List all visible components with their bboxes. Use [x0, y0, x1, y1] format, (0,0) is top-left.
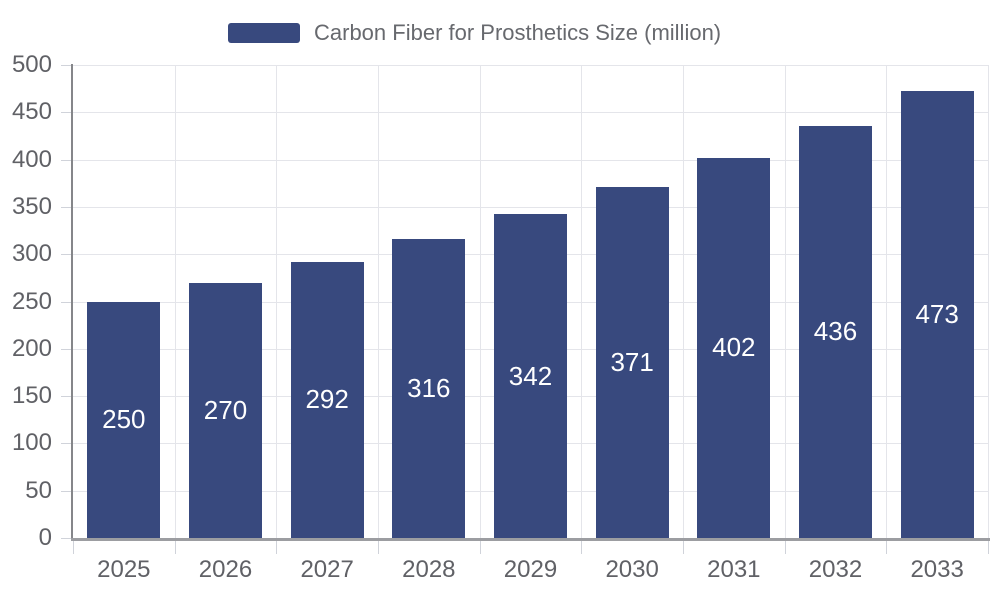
y-axis-tick: [61, 159, 71, 161]
x-axis-label: 2026: [198, 556, 253, 583]
x-axis-label: 2028: [402, 556, 456, 583]
y-axis-label: 400: [11, 145, 52, 173]
gridline-v: [479, 65, 481, 538]
y-axis-label: 100: [11, 429, 52, 457]
bar-2029[interactable]: 342: [494, 214, 567, 538]
x-axis-label: 2030: [605, 556, 659, 583]
y-axis-tick: [61, 65, 71, 66]
bar-2031[interactable]: 402: [697, 157, 771, 538]
x-axis-tick: [174, 541, 176, 554]
y-axis-line: [71, 64, 73, 541]
y-axis-tick: [61, 443, 71, 445]
bar-2026[interactable]: 270: [189, 282, 262, 538]
y-axis-label: 450: [11, 98, 52, 126]
y-axis-tick: [61, 301, 71, 303]
bar-2033[interactable]: 473: [900, 90, 974, 538]
x-axis-tick: [886, 541, 888, 554]
y-axis-tick: [61, 206, 71, 208]
gridline-v: [988, 65, 989, 538]
x-axis-tick: [73, 541, 74, 554]
gridline-h: [73, 112, 988, 114]
y-axis-tick: [61, 538, 71, 539]
y-axis-label: 50: [25, 476, 52, 504]
y-axis-label: 350: [11, 192, 52, 220]
y-axis-label: 150: [11, 382, 52, 410]
bar-2030[interactable]: 371: [595, 187, 669, 538]
x-axis-tick: [378, 541, 379, 554]
gridline-v: [784, 65, 786, 538]
x-axis-tick: [988, 541, 989, 554]
x-axis-tick: [581, 541, 583, 554]
legend-swatch[interactable]: [228, 23, 300, 43]
bar-value-label: 342: [508, 360, 553, 391]
gridline-h: [73, 65, 988, 66]
bar-value-label: 402: [712, 332, 756, 363]
gridline-v: [581, 65, 583, 538]
y-axis-tick: [61, 112, 71, 114]
gridline-h: [73, 206, 988, 208]
gridline-h: [73, 159, 988, 161]
gridline-v: [276, 65, 278, 538]
legend[interactable]: Carbon Fiber for Prosthetics Size (milli…: [228, 20, 721, 46]
bar-2025[interactable]: 250: [87, 301, 161, 538]
gridline-v: [886, 65, 888, 538]
gridline-v: [683, 65, 684, 538]
x-axis-label: 2033: [910, 556, 964, 583]
bar-value-label: 473: [915, 298, 959, 329]
y-axis-label: 200: [11, 334, 52, 362]
bar-value-label: 316: [407, 373, 451, 404]
bar-value-label: 292: [305, 384, 349, 415]
x-axis-tick: [479, 541, 481, 554]
y-axis-tick: [61, 348, 71, 350]
y-axis-label: 250: [11, 287, 52, 315]
bar-2027[interactable]: 292: [290, 261, 364, 538]
bar-value-label: 371: [610, 347, 654, 377]
x-axis-line: [71, 538, 990, 541]
bar-value-label: 436: [813, 316, 858, 347]
bar-2028[interactable]: 316: [392, 239, 466, 538]
y-axis-tick: [61, 490, 71, 492]
bar-value-label: 270: [203, 394, 248, 425]
bar-value-label: 250: [102, 404, 146, 435]
bar-2032[interactable]: 436: [799, 125, 872, 538]
x-axis-tick: [683, 541, 684, 554]
y-axis-label: 0: [38, 524, 52, 551]
y-axis-label: 500: [11, 51, 52, 78]
y-axis-tick: [61, 396, 71, 398]
x-axis-tick: [784, 541, 786, 554]
x-axis-label: 2029: [503, 556, 558, 583]
x-axis-label: 2032: [808, 556, 863, 583]
y-axis-label: 300: [11, 240, 52, 268]
gridline-v: [174, 65, 176, 538]
x-axis-tick: [276, 541, 278, 554]
x-axis-label: 2027: [300, 556, 354, 583]
gridline-v: [378, 65, 379, 538]
legend-label[interactable]: Carbon Fiber for Prosthetics Size (milli…: [314, 20, 722, 45]
y-axis-tick: [61, 254, 71, 256]
x-axis-label: 2025: [97, 556, 151, 583]
x-axis-label: 2031: [707, 556, 761, 583]
